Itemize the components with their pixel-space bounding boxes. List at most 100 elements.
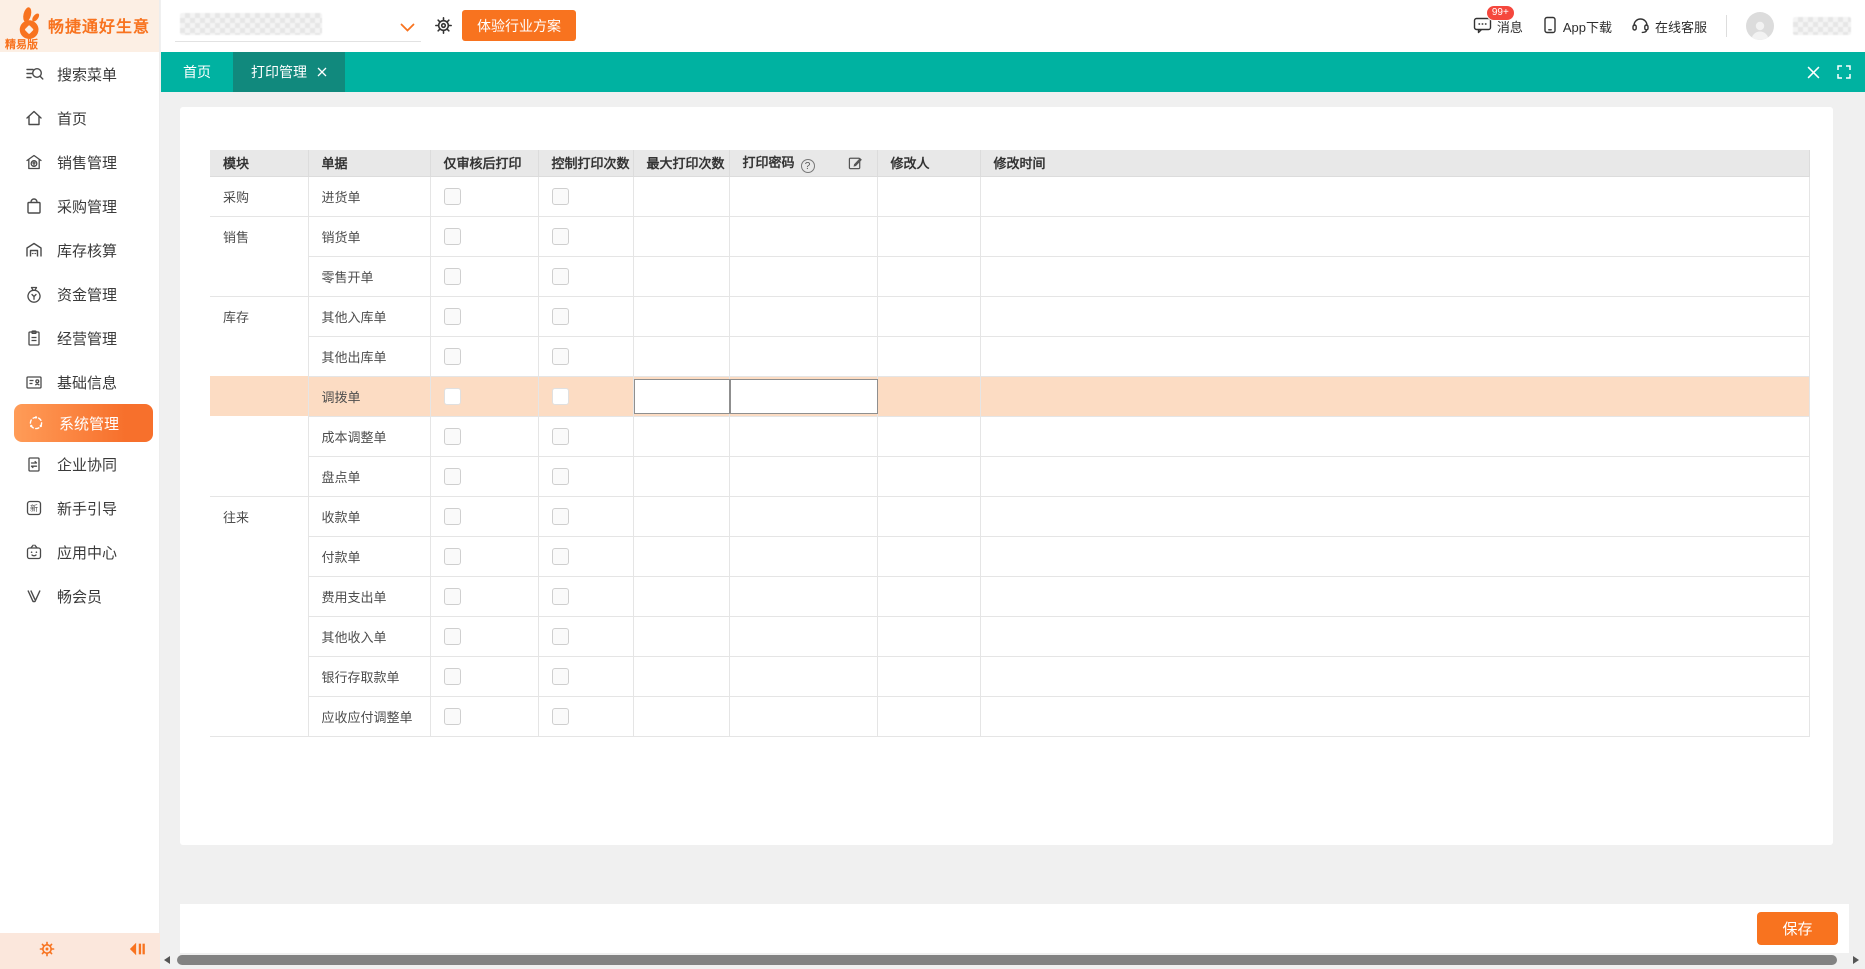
cell-max-print-count	[633, 696, 730, 737]
checkbox-print-after-audit[interactable]	[443, 547, 461, 565]
checkbox-print-after-audit[interactable]	[443, 467, 461, 485]
edit-icon[interactable]	[848, 155, 863, 173]
checkbox-control-print-count[interactable]	[551, 387, 569, 405]
headset-icon	[1631, 15, 1650, 37]
settings-gear-icon[interactable]	[433, 15, 454, 41]
checkbox-print-after-audit[interactable]	[443, 507, 461, 525]
scrollbar-thumb[interactable]	[177, 955, 1837, 965]
checkbox-control-print-count[interactable]	[551, 427, 569, 445]
table-row[interactable]: 应收应付调整单	[210, 696, 1810, 737]
checkbox-print-after-audit[interactable]	[443, 307, 461, 325]
checkbox-control-print-count[interactable]	[551, 467, 569, 485]
table-row[interactable]: 其他收入单	[210, 616, 1810, 657]
cell-print-password	[729, 696, 878, 737]
app-download-label: App下载	[1562, 19, 1612, 35]
collapse-sidebar-icon[interactable]	[128, 941, 146, 962]
checkbox-print-after-audit[interactable]	[443, 627, 461, 645]
sidebar-item-label: 企业协同	[57, 456, 118, 474]
table-row[interactable]: 其他出库单	[210, 336, 1810, 377]
online-service-label: 在线客服	[1654, 19, 1707, 35]
sidebar-item-collaboration[interactable]: 企业协同	[0, 442, 158, 486]
organization-select[interactable]	[175, 9, 421, 42]
cell-modified-time	[980, 696, 1810, 737]
checkbox-print-after-audit[interactable]	[443, 387, 461, 405]
warehouse-icon	[24, 240, 44, 260]
checkbox-print-after-audit[interactable]	[443, 267, 461, 285]
table-row[interactable]: 销售 销货单	[210, 216, 1810, 257]
save-button[interactable]: 保存	[1757, 912, 1838, 945]
sidebar-item-basic-info[interactable]: 基础信息	[0, 360, 158, 404]
max-print-count-input[interactable]	[633, 378, 730, 414]
table-row[interactable]: 费用支出单	[210, 576, 1810, 617]
cell-modifier	[877, 296, 981, 337]
table-row[interactable]: 库存 其他入库单	[210, 296, 1810, 337]
sidebar-item-search-menu[interactable]: 搜索菜单	[0, 52, 158, 96]
table-row[interactable]: 成本调整单	[210, 416, 1810, 457]
checkbox-control-print-count[interactable]	[551, 187, 569, 205]
online-service-button[interactable]: 在线客服	[1631, 15, 1707, 37]
sidebar-item-system-management[interactable]: 系统管理	[14, 404, 153, 442]
table-row[interactable]: 零售开单	[210, 256, 1810, 297]
table-row[interactable]: 盘点单	[210, 456, 1810, 497]
checkbox-print-after-audit[interactable]	[443, 587, 461, 605]
checkbox-control-print-count[interactable]	[551, 707, 569, 725]
cell-modified-time	[980, 576, 1810, 617]
checkbox-control-print-count[interactable]	[551, 267, 569, 285]
checkbox-control-print-count[interactable]	[551, 347, 569, 365]
checkbox-print-after-audit[interactable]	[443, 347, 461, 365]
cell-document: 其他出库单	[308, 336, 431, 377]
cell-control-print-count	[538, 256, 634, 297]
sidebar-item-app-center[interactable]: 应用中心	[0, 530, 158, 574]
cell-modifier	[877, 576, 981, 617]
sidebar-item-label: 经营管理	[57, 330, 118, 348]
messages-badge: 99+	[1485, 4, 1515, 21]
checkbox-control-print-count[interactable]	[551, 627, 569, 645]
member-v-icon	[24, 586, 44, 606]
checkbox-print-after-audit[interactable]	[443, 227, 461, 245]
tab-close-icon[interactable]	[317, 67, 327, 77]
sidebar-item-member[interactable]: 畅会员	[0, 574, 158, 618]
help-icon[interactable]: ?	[800, 159, 815, 174]
cell-module	[210, 616, 309, 656]
table-row[interactable]: 银行存取款单	[210, 656, 1810, 697]
checkbox-print-after-audit[interactable]	[443, 187, 461, 205]
experience-industry-solution-button[interactable]: 体验行业方案	[462, 10, 576, 41]
sidebar-settings-gear-icon[interactable]	[38, 940, 56, 963]
table-row[interactable]: 付款单	[210, 536, 1810, 577]
sidebar-item-operations[interactable]: 经营管理	[0, 316, 158, 360]
fullscreen-icon[interactable]	[1837, 65, 1851, 79]
sidebar-item-label: 搜索菜单	[57, 66, 118, 84]
checkbox-print-after-audit[interactable]	[443, 427, 461, 445]
close-all-tabs-icon[interactable]	[1807, 66, 1820, 79]
table-row-selected[interactable]: 调拨单	[210, 376, 1810, 417]
messages-button[interactable]: 消息 99+	[1473, 4, 1523, 37]
user-avatar[interactable]	[1746, 12, 1774, 40]
brand-logo-icon	[16, 6, 46, 47]
tab-print-management[interactable]: 打印管理	[233, 52, 345, 92]
checkbox-control-print-count[interactable]	[551, 507, 569, 525]
sidebar-item-funds[interactable]: 资金管理	[0, 272, 158, 316]
table-row[interactable]: 采购 进货单	[210, 176, 1810, 217]
checkbox-control-print-count[interactable]	[551, 547, 569, 565]
tab-home[interactable]: 首页	[161, 52, 233, 92]
checkbox-print-after-audit[interactable]	[443, 667, 461, 685]
table-row[interactable]: 往来 收款单	[210, 496, 1810, 537]
cell-print-after-audit	[430, 696, 539, 737]
scroll-left-arrow[interactable]	[164, 956, 170, 964]
checkbox-control-print-count[interactable]	[551, 667, 569, 685]
checkbox-control-print-count[interactable]	[551, 227, 569, 245]
sidebar-item-guide[interactable]: 新 新手引导	[0, 486, 158, 530]
scroll-right-arrow[interactable]	[1853, 956, 1859, 964]
sidebar-item-home[interactable]: 首页	[0, 96, 158, 140]
sidebar-item-sales[interactable]: 销售管理	[0, 140, 158, 184]
newbie-guide-icon: 新	[24, 498, 44, 518]
checkbox-print-after-audit[interactable]	[443, 707, 461, 725]
checkbox-control-print-count[interactable]	[551, 307, 569, 325]
print-password-input[interactable]	[729, 378, 878, 414]
sidebar-item-purchase[interactable]: 采购管理	[0, 184, 158, 228]
sidebar-item-inventory[interactable]: 库存核算	[0, 228, 158, 272]
app-download-button[interactable]: App下载	[1542, 16, 1612, 37]
checkbox-control-print-count[interactable]	[551, 587, 569, 605]
brand-name: 畅捷通好生意	[48, 19, 151, 36]
user-name-redacted[interactable]	[1793, 17, 1851, 35]
